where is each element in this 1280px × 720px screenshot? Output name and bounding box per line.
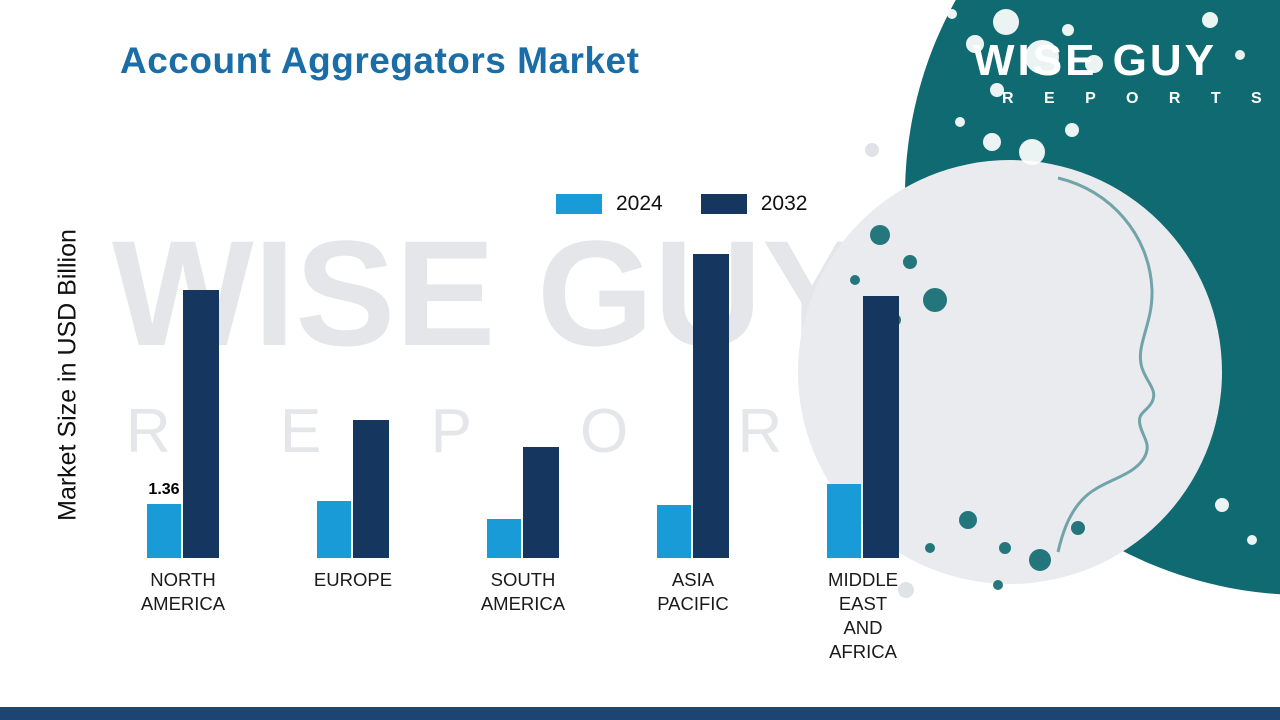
- bar-wrap: [657, 250, 691, 558]
- page-title: Account Aggregators Market: [120, 40, 640, 81]
- bar-wrap: [317, 250, 351, 558]
- legend-swatch-2024: [556, 194, 602, 214]
- bar-2032: [863, 296, 899, 558]
- bar-2032: [353, 420, 389, 558]
- bar-pair: [317, 250, 389, 558]
- bar-wrap: [353, 250, 389, 558]
- category-label: NORTH AMERICA: [140, 569, 226, 615]
- bar-2024: [827, 484, 861, 558]
- bar-group: EUROPE: [283, 250, 423, 664]
- category-label: ASIA PACIFIC: [657, 569, 729, 615]
- legend-swatch-2032: [700, 194, 747, 214]
- bar-pair: [827, 250, 899, 558]
- logo-reports-text: R E P O R T S: [1002, 90, 1275, 107]
- bar-2032: [523, 447, 559, 558]
- bar-pair: [487, 250, 559, 558]
- bar-2032: [183, 290, 219, 558]
- y-axis-label: Market Size in USD Billion: [53, 229, 82, 521]
- legend-item-2024: 2024: [556, 192, 663, 216]
- bar-wrap: [827, 250, 861, 558]
- bar-value-label: 1.36: [148, 481, 180, 498]
- bar-wrap: [487, 250, 521, 558]
- bar-wrap: [863, 250, 899, 558]
- bar-2024: [657, 505, 691, 558]
- category-label: EUROPE: [313, 569, 393, 590]
- category-label: SOUTH AMERICA: [480, 569, 566, 615]
- bar-2024: [487, 519, 521, 558]
- bar-wrap: [183, 250, 219, 558]
- bar-group: ASIA PACIFIC: [623, 250, 763, 664]
- bar-chart: 1.36 NORTH AMERICA EUROPE SOUTH AMERICA ASIA PA…: [113, 250, 943, 664]
- legend-label-2024: 2024: [616, 192, 663, 215]
- bar-pair: [657, 250, 729, 558]
- legend-label-2032: 2032: [760, 192, 808, 215]
- bar-2024: [147, 504, 181, 558]
- legend-item-2032: 2032: [700, 192, 808, 216]
- category-label: MIDDLE EAST AND AFRICA: [828, 569, 898, 663]
- bar-2032: [693, 254, 729, 558]
- bar-group: 1.36 NORTH AMERICA: [113, 250, 253, 664]
- bar-group: MIDDLE EAST AND AFRICA: [793, 250, 933, 664]
- bottom-strip: [0, 707, 1280, 720]
- bar-wrap: 1.36: [147, 250, 181, 558]
- bar-pair: 1.36: [147, 250, 219, 558]
- bar-wrap: [523, 250, 559, 558]
- logo-wordmark: WISE GUY: [973, 36, 1218, 85]
- bar-2024: [317, 501, 351, 558]
- face-profile-icon: [1056, 176, 1156, 553]
- watermark-wordmark: WISE GUY: [112, 209, 863, 377]
- bar-group: SOUTH AMERICA: [453, 250, 593, 664]
- legend: 2024 2032: [556, 192, 807, 216]
- bar-wrap: [693, 250, 729, 558]
